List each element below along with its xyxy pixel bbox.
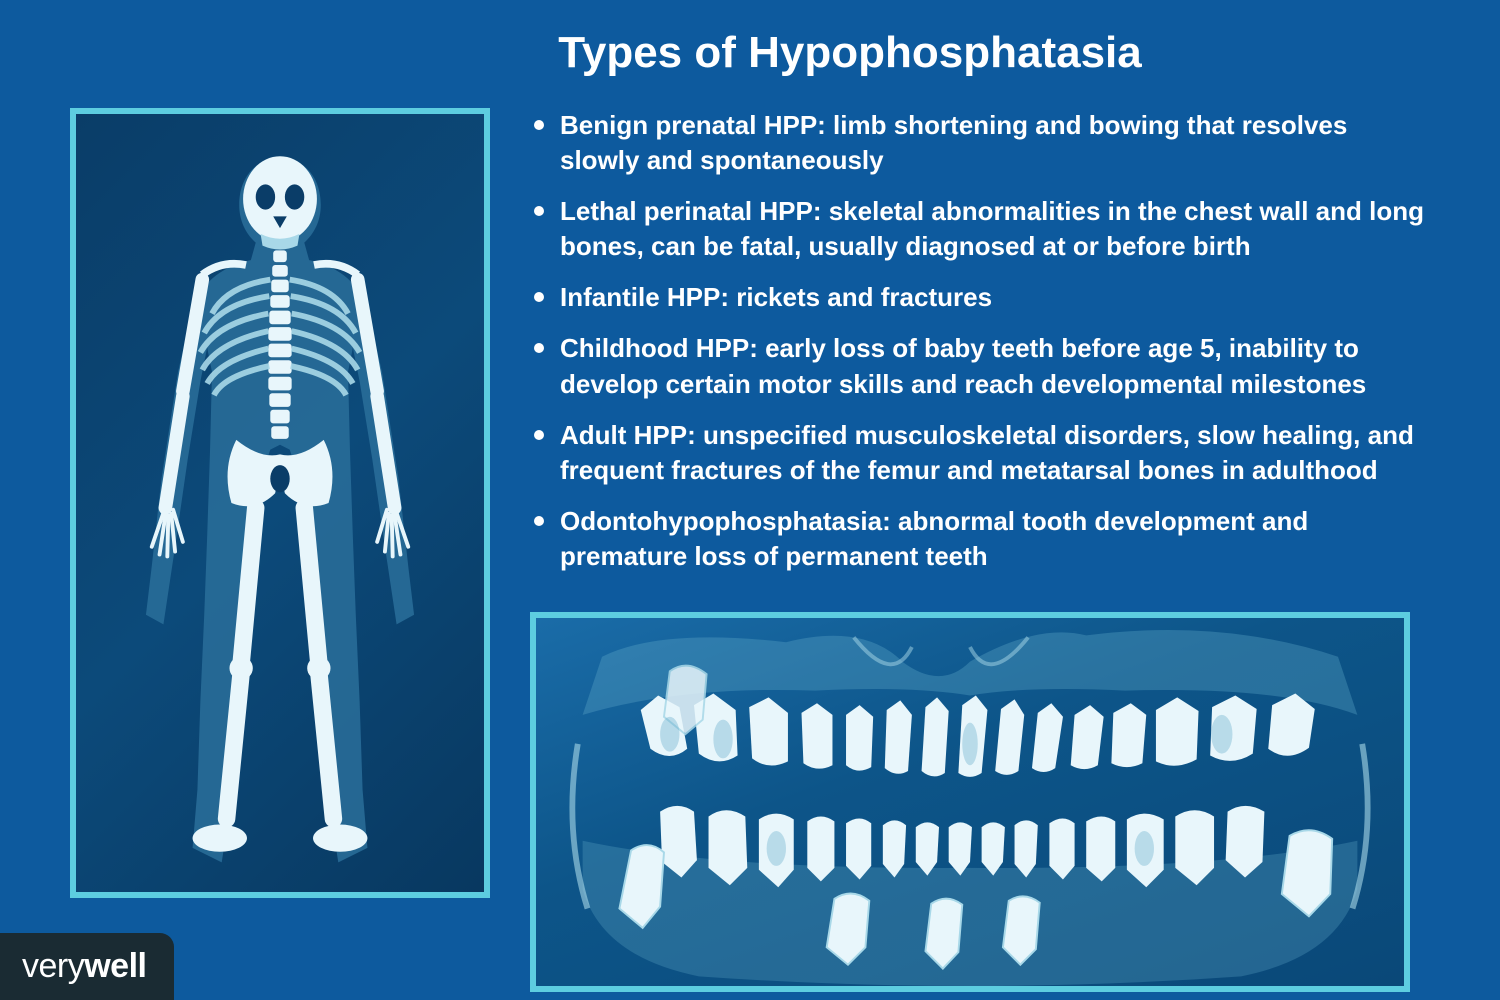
teeth-xray-panel	[530, 612, 1410, 992]
list-term: Infantile HPP:	[560, 282, 729, 312]
right-column: Benign prenatal HPP: limb shortening and…	[530, 108, 1450, 992]
list-item: Lethal perinatal HPP: skeletal abnormali…	[530, 194, 1430, 264]
page-title: Types of Hypophosphatasia	[0, 0, 1500, 78]
content-row: Benign prenatal HPP: limb shortening and…	[0, 78, 1500, 992]
brand-logo: verywell	[0, 933, 174, 1000]
list-item: Benign prenatal HPP: limb shortening and…	[530, 108, 1430, 178]
skeleton-xray-illustration	[76, 114, 484, 892]
teeth-xray-illustration	[536, 618, 1404, 986]
list-item: Childhood HPP: early loss of baby teeth …	[530, 331, 1430, 401]
logo-text-part1: very	[22, 947, 84, 985]
list-term: Adult HPP:	[560, 420, 696, 450]
list-item: Adult HPP: unspecified musculoskeletal d…	[530, 418, 1430, 488]
list-item: Odontohypophosphatasia: abnormal tooth d…	[530, 504, 1430, 574]
list-desc: rickets and fractures	[729, 282, 992, 312]
logo-text-part2: well	[84, 947, 146, 985]
list-term: Lethal perinatal HPP:	[560, 196, 822, 226]
list-term: Benign prenatal HPP:	[560, 110, 826, 140]
list-item: Infantile HPP: rickets and fractures	[530, 280, 1430, 315]
list-term: Childhood HPP:	[560, 333, 758, 363]
hpp-types-list: Benign prenatal HPP: limb shortening and…	[530, 108, 1450, 590]
list-term: Odontohypophosphatasia:	[560, 506, 891, 536]
skeleton-xray-panel	[70, 108, 490, 898]
